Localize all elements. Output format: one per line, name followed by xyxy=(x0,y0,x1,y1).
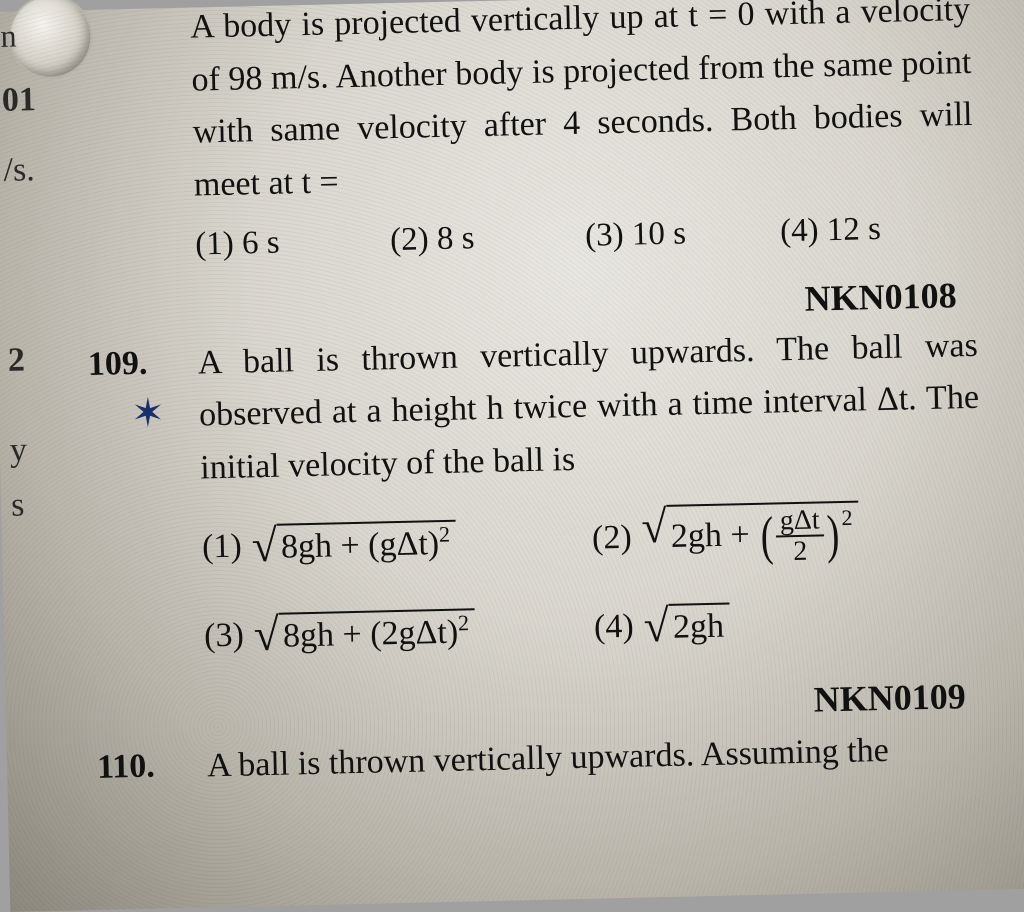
sqrt-body: 2gh xyxy=(668,602,730,648)
sqrt-icon: √ 8gh + (gΔt)2 xyxy=(251,520,456,569)
question-109-options: (1) √ 8gh + (gΔt)2 (2) √ 2gh + (gΔt2)2 xyxy=(201,498,984,659)
radical-sign: √ xyxy=(643,603,669,642)
margin-frag: /s. xyxy=(3,151,35,190)
sqrt-body: 8gh + (2gΔt)2 xyxy=(279,608,476,657)
question-number: 110. xyxy=(97,741,208,787)
margin-frag: n xyxy=(0,18,17,55)
content-column: A body is projected vertically up at t =… xyxy=(80,0,1018,796)
question-number-area xyxy=(80,2,190,10)
option-3: (3) √ 8gh + (2gΔt)2 xyxy=(204,605,595,659)
margin-frag: s xyxy=(11,486,25,524)
radical-sign: √ xyxy=(641,505,667,544)
question-text: A ball is thrown vertically upwards. Ass… xyxy=(207,723,988,793)
option-1: (1) √ 8gh + (gΔt)2 xyxy=(201,506,592,580)
sqrt-body: 2gh + (gΔt2)2 xyxy=(666,500,859,569)
sqrt-body: 8gh + (gΔt)2 xyxy=(277,520,457,569)
question-108-options: (1) 6 s (2) 8 s (3) 10 s (4) 12 s xyxy=(195,209,976,264)
handwritten-star-mark: ✶ xyxy=(131,391,165,437)
sqrt-icon: √ 2gh + (gΔt2)2 xyxy=(641,500,860,570)
option-2: (2) 8 s xyxy=(390,217,586,258)
option-4: (4) √ 2gh xyxy=(594,596,985,650)
page-surface: n 01 /s. 2 y s A body is projected verti… xyxy=(0,0,1024,912)
fraction: gΔt2 xyxy=(775,505,824,567)
margin-frag: 2 xyxy=(7,341,25,379)
question-text: A ball is thrown vertically upwards. The… xyxy=(197,320,980,496)
option-row: (1) √ 8gh + (gΔt)2 (2) √ 2gh + (gΔt2)2 xyxy=(201,498,982,580)
option-3: (3) 10 s xyxy=(585,213,781,254)
option-label: (4) xyxy=(594,608,635,647)
option-row: (3) √ 8gh + (2gΔt)2 (4) √ 2gh xyxy=(204,596,985,658)
option-4: (4) 12 s xyxy=(780,209,976,250)
option-label: (2) xyxy=(592,519,633,558)
question-109: 109. A ball is thrown vertically upwards… xyxy=(87,320,980,498)
radical-sign: √ xyxy=(251,524,277,563)
margin-frag: y xyxy=(9,431,27,469)
paren-icon: ) xyxy=(826,516,839,554)
question-text: A body is projected vertically up at t =… xyxy=(190,0,975,212)
margin-frag: 01 xyxy=(2,81,37,120)
question-108: A body is projected vertically up at t =… xyxy=(80,0,975,215)
question-number: 109. xyxy=(87,337,198,383)
sqrt-icon: √ 2gh xyxy=(643,602,730,649)
paren-icon: ( xyxy=(760,518,773,556)
option-label: (3) xyxy=(204,617,245,656)
option-1: (1) 6 s xyxy=(195,222,391,263)
option-label: (1) xyxy=(202,528,243,567)
radical-sign: √ xyxy=(253,612,279,651)
sqrt-icon: √ 8gh + (2gΔt)2 xyxy=(253,608,475,658)
option-2: (2) √ 2gh + (gΔt2)2 xyxy=(591,498,982,572)
